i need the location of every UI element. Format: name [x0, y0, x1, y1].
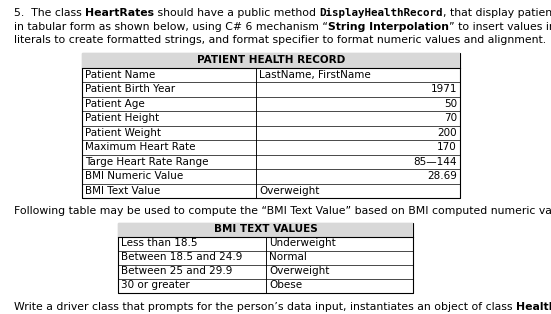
Text: Overweight: Overweight — [269, 267, 329, 277]
Text: Targe Heart Rate Range: Targe Heart Rate Range — [85, 157, 208, 167]
Text: DisplayHealthRecord: DisplayHealthRecord — [320, 8, 443, 18]
Text: Obese: Obese — [269, 280, 302, 290]
Text: Patient Weight: Patient Weight — [85, 128, 161, 138]
Text: literals to create formatted strings, and format specifier to format numeric val: literals to create formatted strings, an… — [14, 35, 546, 45]
Text: HealtProfile: HealtProfile — [516, 301, 551, 311]
Text: Patient Age: Patient Age — [85, 99, 145, 109]
Text: LastName, FirstName: LastName, FirstName — [259, 70, 371, 80]
Text: 28.69: 28.69 — [427, 171, 457, 181]
Text: 30 or greater: 30 or greater — [121, 280, 190, 290]
Text: 5.  The class: 5. The class — [14, 8, 85, 18]
Text: BMI Text Value: BMI Text Value — [85, 186, 160, 196]
Text: Write a driver class that prompts for the person’s data input, instantiates an o: Write a driver class that prompts for th… — [14, 301, 516, 311]
Text: Patient Height: Patient Height — [85, 113, 159, 123]
Text: Normal: Normal — [269, 252, 307, 263]
Text: Patient Birth Year: Patient Birth Year — [85, 84, 175, 94]
Text: Underweight: Underweight — [269, 239, 336, 248]
Text: PATIENT HEALTH RECORD: PATIENT HEALTH RECORD — [197, 55, 345, 65]
Text: Maximum Heart Rate: Maximum Heart Rate — [85, 142, 196, 152]
Text: Patient Name: Patient Name — [85, 70, 155, 80]
Text: HeartRates: HeartRates — [85, 8, 154, 18]
Text: Between 25 and 29.9: Between 25 and 29.9 — [121, 267, 233, 277]
Bar — [82, 52, 460, 198]
Text: 1971: 1971 — [430, 84, 457, 94]
Text: 85—144: 85—144 — [413, 157, 457, 167]
Bar — [118, 223, 413, 293]
Text: Overweight: Overweight — [259, 186, 320, 196]
Text: Less than 18.5: Less than 18.5 — [121, 239, 197, 248]
Text: BMI TEXT VALUES: BMI TEXT VALUES — [214, 225, 317, 235]
Text: 50: 50 — [444, 99, 457, 109]
Text: 170: 170 — [437, 142, 457, 152]
Text: in tabular form as shown below, using C# 6 mechanism “: in tabular form as shown below, using C#… — [14, 21, 328, 31]
Text: , that display patient’s data: , that display patient’s data — [443, 8, 551, 18]
Text: Between 18.5 and 24.9: Between 18.5 and 24.9 — [121, 252, 242, 263]
Text: ” to insert values in string: ” to insert values in string — [449, 21, 551, 31]
Text: BMI Numeric Value: BMI Numeric Value — [85, 171, 183, 181]
Text: 70: 70 — [444, 113, 457, 123]
Text: Following table may be used to compute the “BMI Text Value” based on BMI compute: Following table may be used to compute t… — [14, 206, 551, 216]
Text: 200: 200 — [437, 128, 457, 138]
Bar — [118, 223, 413, 236]
Text: should have a public method: should have a public method — [154, 8, 320, 18]
Text: String Interpolation: String Interpolation — [328, 21, 449, 31]
Bar — [82, 52, 460, 68]
